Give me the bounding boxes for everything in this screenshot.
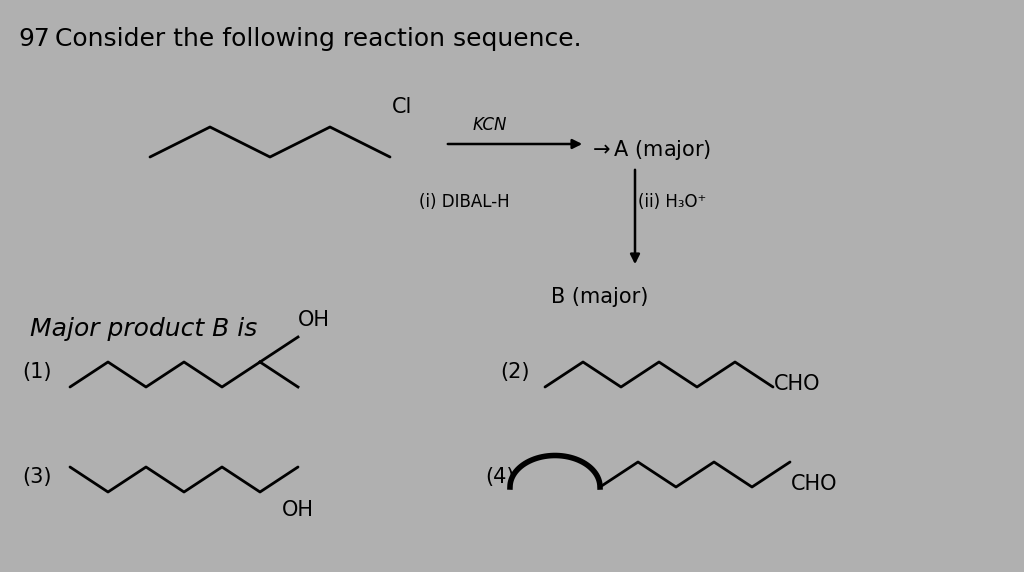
Text: (1): (1)	[22, 362, 51, 382]
Text: $\rightarrow$A (major): $\rightarrow$A (major)	[588, 138, 712, 162]
Text: OH: OH	[282, 500, 314, 520]
Text: (ii) H₃O⁺: (ii) H₃O⁺	[638, 193, 707, 211]
Text: Major product B is: Major product B is	[30, 317, 257, 341]
Text: (i) DIBAL-H: (i) DIBAL-H	[420, 193, 510, 211]
Text: Consider the following reaction sequence.: Consider the following reaction sequence…	[55, 27, 582, 51]
Text: Cl: Cl	[392, 97, 413, 117]
Text: B (major): B (major)	[551, 287, 648, 307]
Text: (3): (3)	[22, 467, 51, 487]
Text: (2): (2)	[500, 362, 529, 382]
Text: (4): (4)	[485, 467, 514, 487]
Text: OH: OH	[298, 310, 330, 330]
Text: CHO: CHO	[791, 474, 838, 494]
Text: 97: 97	[18, 27, 50, 51]
Text: CHO: CHO	[774, 374, 820, 394]
Text: KCN: KCN	[473, 116, 507, 134]
